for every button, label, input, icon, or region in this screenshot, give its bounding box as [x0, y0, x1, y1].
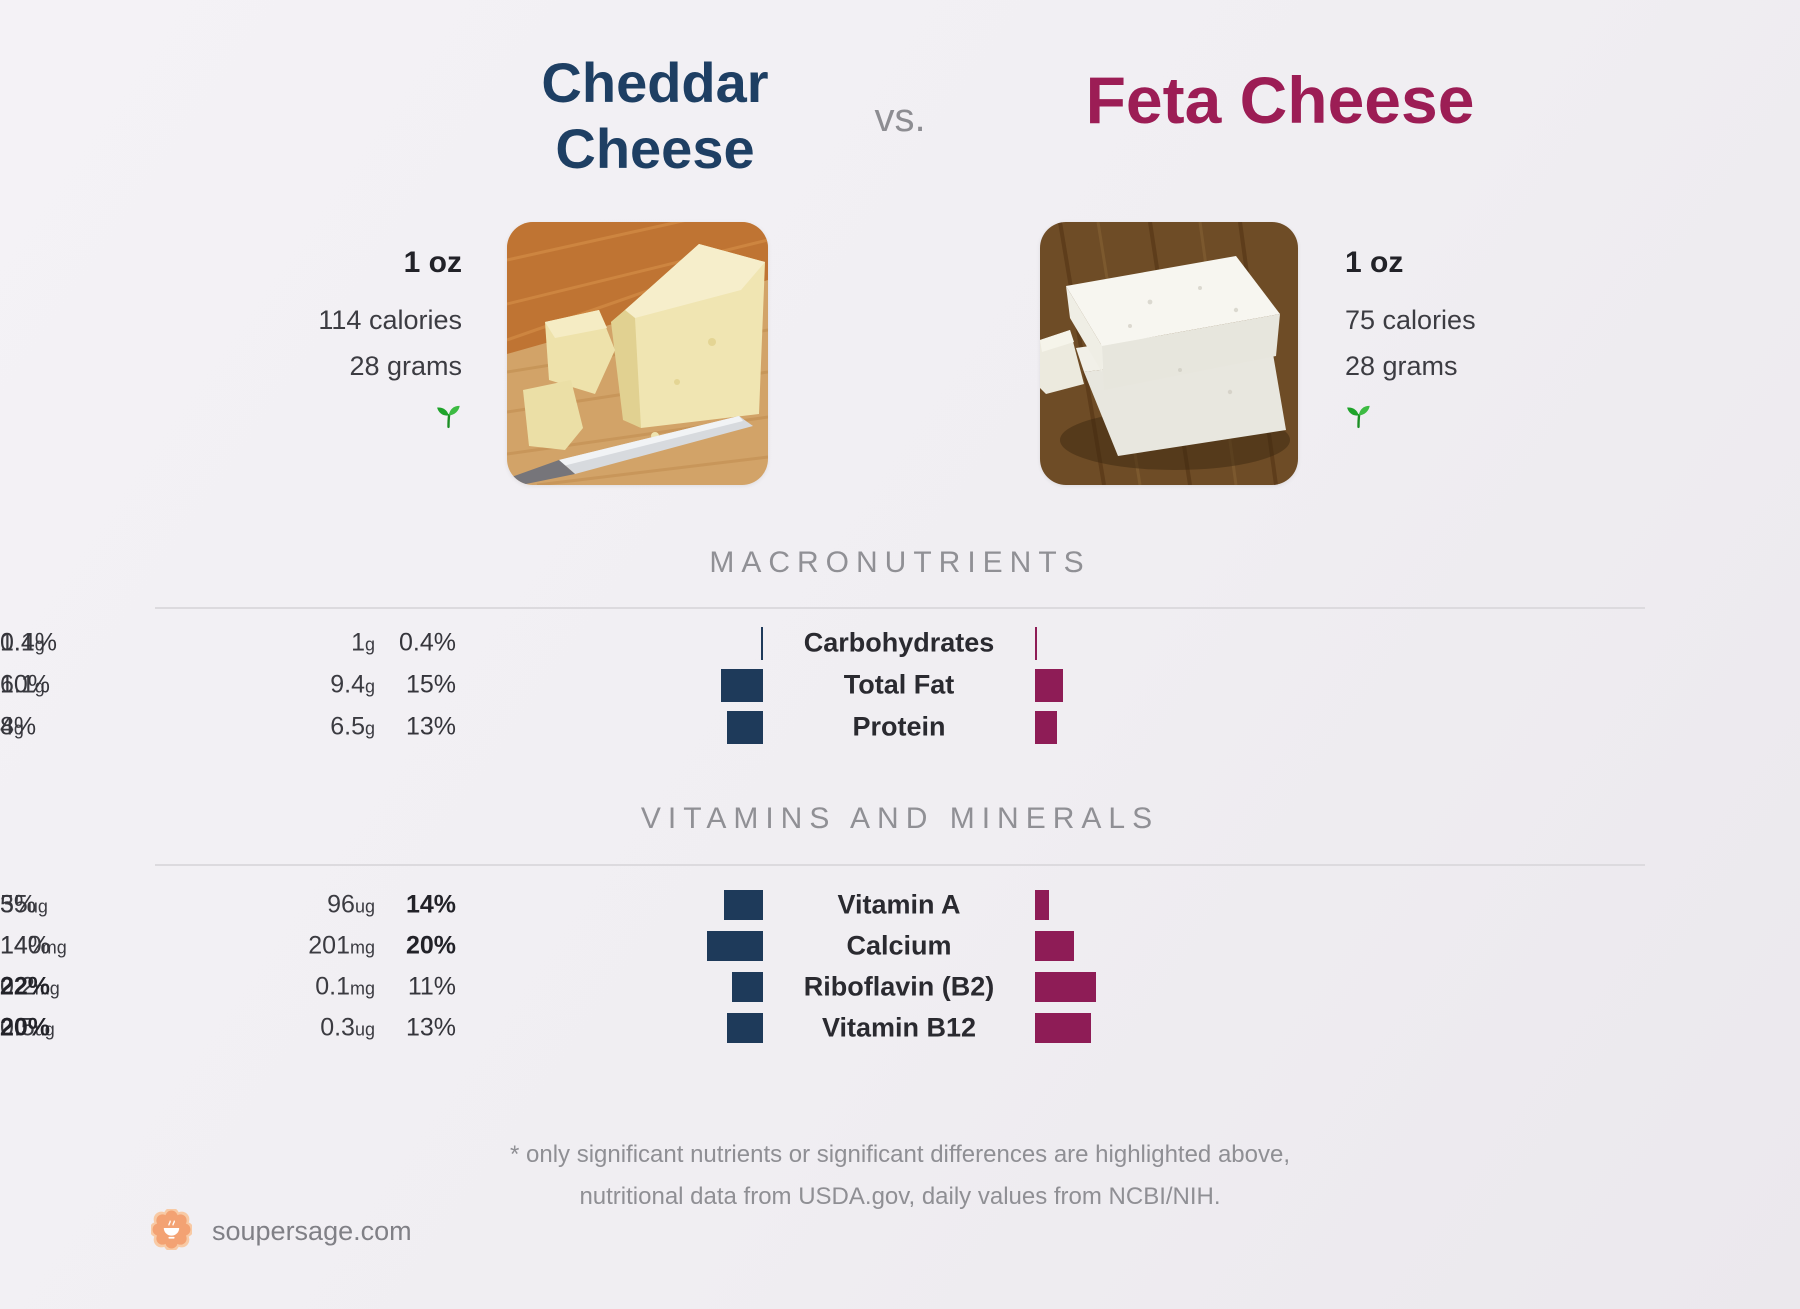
- nutrient-row: 9.4g 15% Total Fat 6.1g 10%: [0, 664, 1800, 706]
- feta-percent: 22%: [0, 972, 51, 1000]
- left-serving-block: 1 oz 114 calories 28 grams: [180, 246, 462, 436]
- vs-label: vs.: [874, 96, 926, 140]
- nutrient-row: 96ug 14% Vitamin A 35ug 5%: [0, 884, 1800, 925]
- right-weight: 28 grams: [1345, 351, 1458, 381]
- cheddar-percent: 13%: [405, 712, 456, 741]
- cheddar-percent: 15%: [405, 670, 456, 699]
- feta-percent: 20%: [0, 1013, 51, 1041]
- vitamins-minerals-rows: 96ug 14% Vitamin A 35ug 5% 201mg 20% Calcium 140…: [0, 884, 1800, 1048]
- section-divider: [155, 864, 1645, 866]
- nutrient-label: Riboflavin (B2): [803, 971, 995, 1001]
- brand-site-name: soupersage.com: [212, 1216, 412, 1246]
- section-title-vitamins-minerals: VITAMINS AND MINERALS: [640, 802, 1160, 835]
- feta-bar: [1035, 668, 1063, 702]
- right-food-title: Feta Cheese: [1085, 63, 1475, 137]
- section-title-macronutrients: MACRONUTRIENTS: [709, 546, 1091, 579]
- nutrient-row: 201mg 20% Calcium 140mg 14%: [0, 925, 1800, 966]
- cheddar-bar-zone: [500, 966, 763, 1007]
- feta-bar: [1035, 971, 1096, 1002]
- feta-percent: 14%: [0, 931, 51, 959]
- nutrient-row: 0.1mg 11% Riboflavin (B2) 0.2mg 22%: [0, 966, 1800, 1007]
- cheddar-amount: 201mg: [308, 931, 375, 959]
- cheddar-percent: 13%: [405, 1013, 456, 1041]
- cheddar-bar: [727, 1012, 763, 1043]
- left-serving-size: 1 oz: [403, 246, 462, 279]
- right-calories: 75 calories: [1345, 305, 1476, 335]
- feta-amount: 35ug: [0, 890, 48, 918]
- feta-bar: [1035, 930, 1074, 961]
- cheddar-photo: [507, 222, 768, 485]
- left-weight: 28 grams: [349, 351, 462, 381]
- cheddar-bar-zone: [500, 884, 763, 925]
- nutrient-label: Calcium: [846, 930, 952, 960]
- nutrient-label: Vitamin B12: [821, 1012, 977, 1042]
- nutrient-label: Protein: [852, 711, 946, 742]
- feta-bar-zone: [1035, 925, 1298, 966]
- cheddar-bar: [732, 971, 763, 1002]
- nutrient-row: 6.5g 13% Protein 4g 8%: [0, 706, 1800, 748]
- feta-bar: [1035, 889, 1049, 920]
- cheddar-percent: 14%: [405, 890, 456, 918]
- feta-amount: 6.1g: [0, 670, 45, 699]
- seedling-icon: [435, 402, 462, 429]
- cheddar-amount: 1g: [351, 628, 375, 657]
- feta-bar-zone: [1035, 1007, 1298, 1048]
- cheddar-bar: [761, 626, 763, 660]
- feta-amount: 1.1g: [0, 628, 45, 657]
- seedling-icon: [1345, 402, 1372, 429]
- feta-bar: [1035, 626, 1037, 660]
- cheddar-bar-zone: [500, 925, 763, 966]
- nutrient-label: Total Fat: [843, 669, 955, 700]
- feta-bar-zone: [1035, 622, 1298, 664]
- feta-bar: [1035, 710, 1057, 744]
- cheddar-amount: 6.5g: [330, 712, 375, 741]
- cheddar-bar: [724, 889, 763, 920]
- feta-amount: 140mg: [0, 931, 67, 959]
- left-food-title: Cheddar Cheese: [541, 51, 769, 180]
- cheddar-amount: 96ug: [327, 890, 375, 918]
- feta-percent: 0.4%: [0, 628, 57, 657]
- feta-amount: 0.2mg: [0, 972, 60, 1000]
- cheddar-bar-zone: [500, 1007, 763, 1048]
- section-divider: [155, 607, 1645, 609]
- feta-percent: 5%: [0, 890, 37, 918]
- nutrient-label: Carbohydrates: [803, 627, 995, 658]
- feta-bar-zone: [1035, 706, 1298, 748]
- cheddar-bar: [721, 668, 763, 702]
- feta-photo: [1040, 222, 1298, 485]
- feta-bar-zone: [1035, 664, 1298, 706]
- feta-bar-zone: [1035, 884, 1298, 925]
- right-serving-size: 1 oz: [1345, 246, 1404, 279]
- cheddar-bar: [707, 930, 763, 961]
- nutrient-row: 0.3ug 13% Vitamin B12 0.5ug 20%: [0, 1007, 1800, 1048]
- cheddar-amount: 0.3ug: [320, 1013, 375, 1041]
- cheddar-percent: 0.4%: [399, 628, 456, 657]
- macronutrients-rows: 1g 0.4% Carbohydrates 1.1g 0.4% 9.4g 15% Total …: [0, 622, 1800, 748]
- soup-bowl-flower-icon: [149, 1207, 194, 1252]
- cheddar-bar: [727, 710, 763, 744]
- feta-bar-zone: [1035, 966, 1298, 1007]
- right-serving-block: 1 oz 75 calories 28 grams: [1345, 246, 1645, 436]
- cheddar-amount: 9.4g: [330, 670, 375, 699]
- left-calories: 114 calories: [318, 305, 462, 335]
- nutrient-label: Vitamin A: [837, 889, 961, 919]
- cheddar-bar-zone: [500, 664, 763, 706]
- disclaimer-note: * only significant nutrients or signific…: [0, 1134, 1800, 1218]
- feta-amount: 0.5ug: [0, 1013, 55, 1041]
- feta-percent: 8%: [0, 712, 37, 741]
- cheddar-percent: 11%: [407, 972, 456, 1000]
- cheddar-amount: 0.1mg: [315, 972, 375, 1000]
- cheddar-percent: 20%: [405, 931, 456, 959]
- nutrient-row: 1g 0.4% Carbohydrates 1.1g 0.4%: [0, 622, 1800, 664]
- disclaimer-line-2: nutritional data from USDA.gov, daily va…: [579, 1183, 1221, 1210]
- cheddar-bar-zone: [500, 706, 763, 748]
- feta-amount: 4g: [0, 712, 24, 741]
- feta-bar: [1035, 1012, 1091, 1043]
- disclaimer-line-1: * only significant nutrients or signific…: [509, 1141, 1291, 1168]
- feta-percent: 10%: [0, 670, 51, 699]
- cheddar-bar-zone: [500, 622, 763, 664]
